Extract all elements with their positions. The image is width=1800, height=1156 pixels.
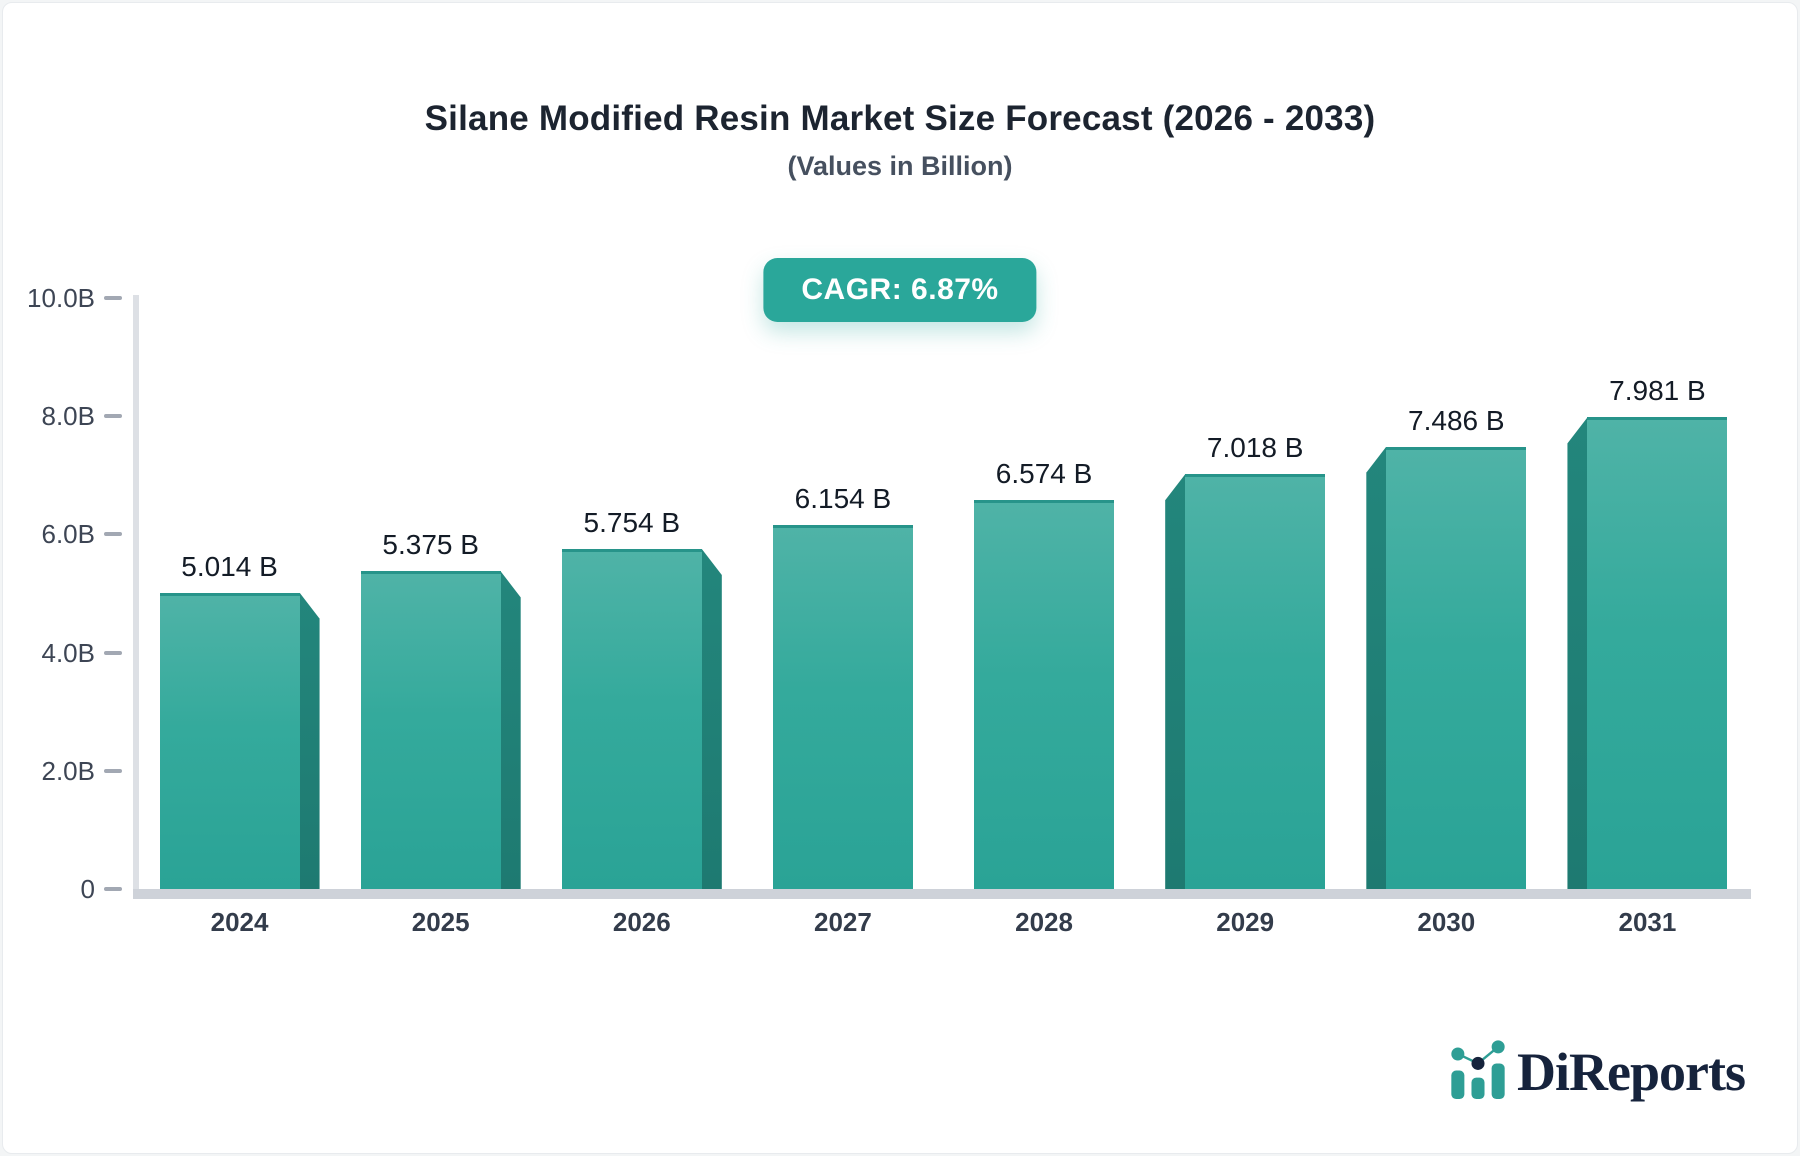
bar-2030 [1386, 446, 1527, 889]
y-axis-tick-label-2.0B: 2.0B [41, 755, 96, 786]
y-axis-tick-label-8.0B: 8.0B [41, 401, 96, 432]
bar-value-label-2024: 5.014 B [181, 550, 278, 582]
bar-2024 [159, 592, 300, 889]
bar-2025 [360, 571, 501, 889]
y-axis-line [133, 295, 139, 899]
bar-value-label-2026: 5.754 B [583, 506, 681, 538]
bar-2031 [1587, 417, 1728, 889]
y-axis-tick-mark [104, 887, 122, 891]
bar-2026 [561, 548, 702, 889]
y-axis-tick-mark [104, 414, 122, 419]
bar-chart-plot-area: 0 2.0B 4.0B 6.0B 8.0B 10.0B 5.014 B 2024 5.375 B… [3, 3, 1797, 1153]
x-axis-label-2030: 2030 [1417, 907, 1476, 937]
y-axis-tick-label-6.0B: 6.0B [41, 519, 96, 550]
bar-2028 [974, 500, 1115, 889]
chart-title: Silane Modified Resin Market Size Foreca… [424, 99, 1376, 138]
x-axis-label-2028: 2028 [1015, 907, 1073, 937]
bar-3d-side-2029 [1165, 474, 1186, 889]
x-axis-label-2024: 2024 [210, 907, 269, 937]
y-axis-tick-label-10.0B: 10.0B [27, 283, 95, 313]
y-axis-tick-mark [104, 650, 122, 655]
bar-3d-side-2026 [701, 548, 722, 889]
x-axis-baseline [133, 889, 1751, 899]
y-axis-tick-mark [104, 296, 122, 300]
x-axis-label-2031: 2031 [1618, 907, 1677, 937]
x-axis-label-2029: 2029 [1216, 907, 1275, 937]
bar-value-label-2029: 7.018 B [1206, 432, 1304, 464]
cagr-badge-label: CAGR: 6.87% [801, 273, 999, 306]
chart-subtitle: (Values in Billion) [787, 151, 1013, 181]
y-axis-tick-mark [104, 532, 122, 537]
y-axis-tick-label-0: 0 [80, 874, 95, 904]
brand-logo-chart-icon [1451, 1040, 1505, 1099]
bar-value-label-2027: 6.154 B [794, 483, 892, 515]
bar-2029 [1185, 474, 1326, 889]
x-axis-label-2025: 2025 [411, 907, 470, 937]
brand-logo-text: DiReports [1517, 1042, 1746, 1102]
y-axis-tick-label-4.0B: 4.0B [41, 637, 96, 668]
x-axis-label-2026: 2026 [612, 907, 671, 937]
bar-value-label-2031: 7.981 B [1609, 375, 1706, 407]
bar-value-label-2025: 5.375 B [382, 529, 479, 561]
bar-3d-side-2025 [500, 571, 521, 889]
bar-3d-side-2024 [299, 592, 320, 889]
bar-value-label-2028: 6.574 B [995, 458, 1093, 490]
bar-2027 [772, 525, 913, 889]
bar-value-label-2030: 7.486 B [1408, 404, 1505, 436]
cagr-badge: CAGR: 6.87% [763, 258, 1037, 322]
y-axis-tick-mark [104, 768, 122, 773]
brand-logo: DiReports [1447, 1035, 1746, 1102]
bar-3d-side-2030 [1366, 446, 1387, 889]
x-axis-label-2027: 2027 [814, 907, 872, 937]
bar-3d-side-2031 [1567, 417, 1588, 889]
